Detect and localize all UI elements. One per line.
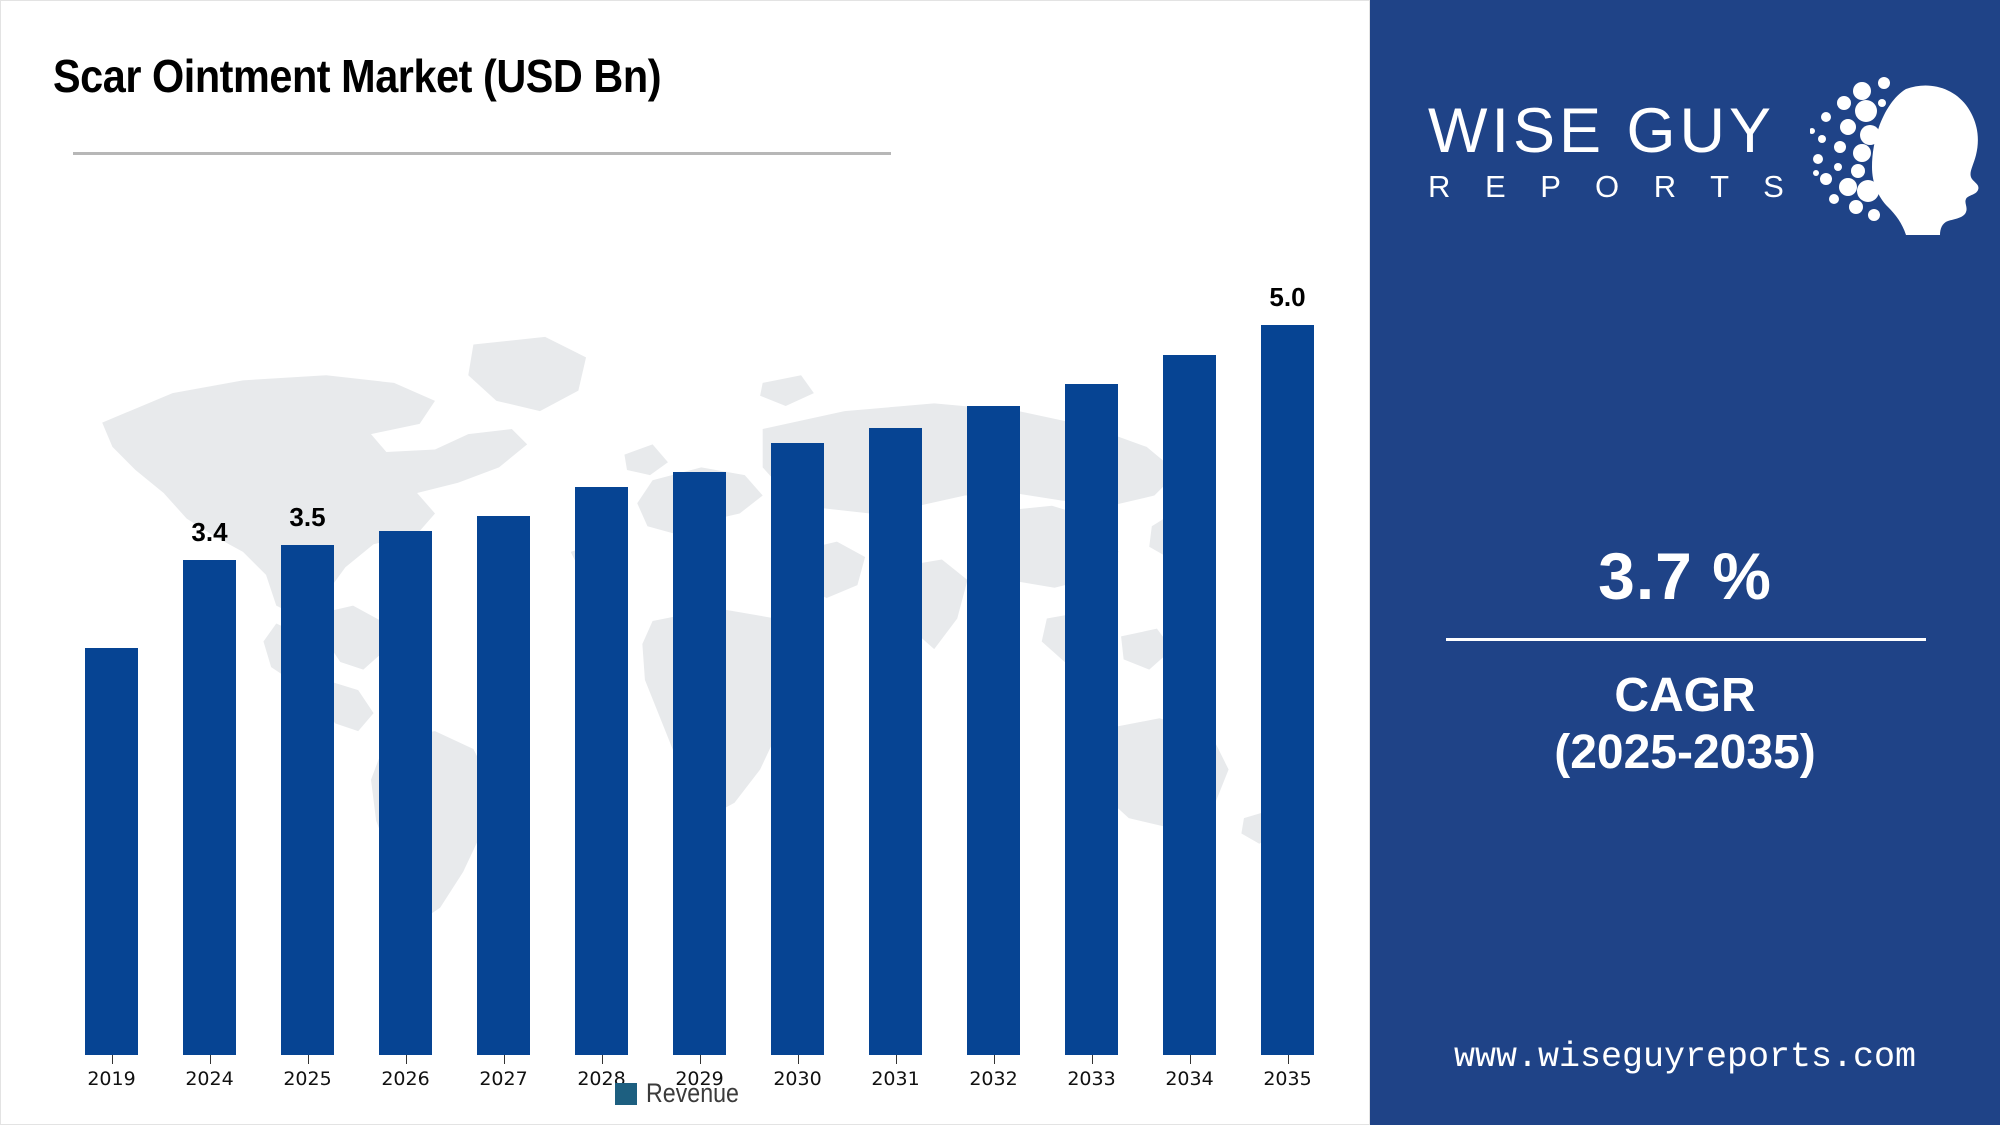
page-title: Scar Ointment Market (USD Bn) <box>53 50 662 102</box>
bar-rect <box>379 531 432 1055</box>
bar-value-label: 3.5 <box>289 502 326 532</box>
head-profile-icon <box>1810 77 1979 236</box>
bar-rect <box>967 406 1020 1055</box>
x-tick <box>699 1055 701 1064</box>
bar-2034: 2034 <box>1163 355 1216 1090</box>
brand-panel: WISE GUY R E P O R T S <box>1370 0 2000 1125</box>
bar-value-label: 5.0 <box>1269 282 1306 312</box>
x-tick <box>797 1055 799 1064</box>
x-tick <box>209 1055 211 1064</box>
bar-2024: 3.4 2024 <box>183 517 236 1090</box>
bar-2029: 2029 <box>673 472 726 1090</box>
cagr-value: 3.7 % <box>1598 539 1772 613</box>
bar-2019: 2019 <box>85 648 138 1090</box>
bar-rect <box>281 545 334 1055</box>
legend-swatch-icon <box>615 1082 638 1105</box>
bar-2030: 2030 <box>771 443 824 1090</box>
bar-2035: 5.0 2035 <box>1261 282 1314 1090</box>
x-tick <box>405 1055 407 1064</box>
x-tick-label: 2024 <box>185 1068 234 1090</box>
x-tick-label: 2029 <box>675 1068 724 1090</box>
brand-logo-text: WISE GUY R E P O R T S <box>1428 96 1858 204</box>
bar-2032: 2032 <box>967 406 1020 1090</box>
bar-value-label: 3.4 <box>191 517 228 547</box>
bar-2031: 2031 <box>869 428 922 1090</box>
brand-logo: WISE GUY R E P O R T S <box>1370 55 2000 240</box>
bar-2028: 2028 <box>575 487 628 1090</box>
bar-rect <box>85 648 138 1055</box>
cagr-label-line1: CAGR <box>1614 669 1756 722</box>
x-tick <box>503 1055 505 1064</box>
chart-panel: Scar Ointment Market (USD Bn) <box>0 0 1370 1125</box>
plot-area: 2019 3.4 2024 3.5 2025 2026 <box>1 1 1369 1124</box>
cagr-label: CAGR (2025-2035) <box>1370 668 2000 781</box>
brand-name-primary: WISE GUY <box>1428 96 1776 166</box>
brand-name-secondary: R E P O R T S <box>1428 169 1797 204</box>
x-tick <box>1189 1055 1191 1064</box>
x-tick-label: 2019 <box>87 1068 136 1090</box>
bar-rect <box>1163 355 1216 1055</box>
bar-2033: 2033 <box>1065 384 1118 1090</box>
cagr-label-line2: (2025-2035) <box>1554 725 1816 779</box>
bar-rect <box>1261 325 1314 1055</box>
x-tick-label: 2030 <box>773 1068 822 1090</box>
x-tick <box>1091 1055 1093 1064</box>
bar-rect <box>477 516 530 1055</box>
chart-legend: Revenue <box>1 1078 1369 1109</box>
x-tick <box>993 1055 995 1064</box>
x-tick-label: 2032 <box>969 1068 1018 1090</box>
x-tick <box>111 1055 113 1064</box>
x-tick <box>895 1055 897 1064</box>
x-tick-label: 2025 <box>283 1068 332 1090</box>
x-tick <box>1287 1055 1289 1064</box>
bar-2026: 2026 <box>379 531 432 1090</box>
x-tick <box>601 1055 603 1064</box>
bar-rect <box>1065 384 1118 1055</box>
bar-rect <box>771 443 824 1055</box>
bar-rect <box>575 487 628 1055</box>
x-tick-label: 2031 <box>871 1068 920 1090</box>
x-tick-label: 2027 <box>479 1068 528 1090</box>
bar-rect <box>869 428 922 1055</box>
bar-rect <box>183 560 236 1055</box>
legend-label: Revenue <box>646 1078 740 1108</box>
x-tick-label: 2035 <box>1263 1068 1312 1090</box>
x-tick-label: 2028 <box>577 1068 626 1090</box>
title-divider <box>73 152 891 155</box>
x-tick <box>307 1055 309 1064</box>
bar-rect <box>673 472 726 1055</box>
bar-2027: 2027 <box>477 516 530 1090</box>
x-tick-label: 2033 <box>1067 1068 1116 1090</box>
website-url: www.wiseguyreports.com <box>1453 1037 1917 1077</box>
x-tick-label: 2026 <box>381 1068 430 1090</box>
bar-2025: 3.5 2025 <box>281 502 334 1090</box>
x-tick-label: 2034 <box>1165 1068 1214 1090</box>
cagr-divider <box>1446 638 1926 641</box>
